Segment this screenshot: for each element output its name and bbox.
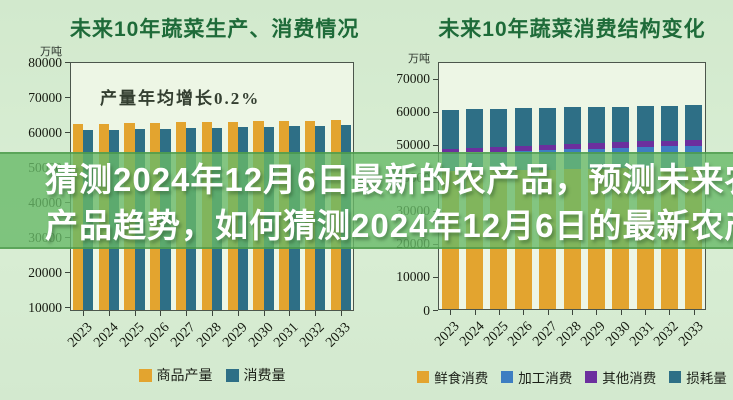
bar-segment-损耗量 [636,106,654,142]
legend-item-鲜食消费: 鲜食消费 [417,367,488,387]
bar-segment-损耗量 [660,105,678,141]
y-axis-tick-label: 50000 [396,137,430,153]
y-axis-tick-mark [65,272,70,274]
bar-segment-其他消费 [514,145,532,151]
legend-item-商品产量: 商品产量 [138,365,213,385]
x-axis-tick-mark [289,311,291,316]
x-axis-tick-mark [498,310,500,315]
bar-segment-损耗量 [685,105,703,140]
y-axis-tick-mark [65,132,70,134]
x-axis-tick-mark [523,310,525,315]
y-axis-tick-label: 70000 [28,89,62,105]
y-axis-tick-label: 60000 [28,124,62,140]
x-axis-tick-mark [186,311,188,316]
y-axis-tick-mark [433,111,438,113]
x-axis-tick-mark [237,311,239,316]
bar-segment-损耗量 [612,106,630,143]
legend-item-消费量: 消费量 [225,365,286,385]
legend-swatch [585,371,598,383]
bar-segment-损耗量 [514,108,532,146]
x-axis-tick-mark [212,311,213,316]
y-axis-tick-mark [433,276,438,278]
x-axis-tick-mark [82,311,84,316]
bar-segment-损耗量 [490,108,508,147]
y-axis-tick-label: 60000 [396,104,430,120]
bar-segment-其他消费 [490,146,508,152]
legend-label: 消费量 [243,369,286,384]
legend-label: 加工消费 [518,371,573,386]
left-chart-title: 未来10年蔬菜生产、消费情况 [70,18,360,41]
left-chart-unit-label: 万吨 [40,46,62,58]
y-axis-tick-mark [433,310,438,311]
right-chart-legend: 鲜食消费 加工消费 其他消费 损耗量 [417,367,727,387]
left-chart-legend: 商品产量 消费量 [70,366,354,384]
y-axis-tick-label: 10000 [28,299,62,315]
y-axis-tick-label: 80000 [28,54,62,70]
bar-segment-其他消费 [636,141,654,148]
x-axis-tick-mark [450,310,452,315]
legend-item-其他消费: 其他消费 [585,367,656,387]
x-axis-tick-mark [263,311,265,316]
x-axis-tick-mark [572,310,573,315]
legend-swatch [225,368,239,382]
x-axis-tick-mark [693,310,695,315]
bar-segment-其他消费 [587,143,605,149]
y-axis-tick-label: 20000 [28,264,62,280]
headline-line-1: 猜测2024年12月6日最新的农产品，预测未来农 [45,161,733,198]
legend-label: 商品产量 [156,369,213,384]
x-axis-tick-mark [160,311,162,316]
legend-item-损耗量: 损耗量 [669,367,727,387]
legend-label: 其他消费 [602,371,657,386]
bar-segment-其他消费 [685,139,703,146]
bar-segment-其他消费 [612,142,630,148]
y-axis-tick-mark [65,62,70,63]
y-axis-tick-label: 70000 [396,71,430,87]
y-axis-tick-mark [433,78,438,80]
legend-label: 鲜食消费 [434,371,489,386]
headline-banner: 猜测2024年12月6日最新的农产品，预测未来农 产品趋势，如何猜测2024年1… [0,152,733,249]
x-axis-tick-mark [474,310,476,315]
y-axis-tick-mark [65,307,70,309]
bar-segment-损耗量 [539,107,557,146]
bar-segment-其他消费 [466,147,484,153]
bar-segment-其他消费 [441,148,459,154]
legend-swatch [138,368,152,382]
y-axis-tick-label: 10000 [396,269,430,285]
bar-segment-损耗量 [466,109,484,148]
right-chart-unit-label: 万吨 [408,53,430,65]
left-chart-annotation: 产量年均增长0.2% [100,89,261,108]
x-axis-tick-mark [315,311,317,316]
bar-segment-其他消费 [539,145,557,151]
legend-swatch [501,371,514,383]
y-axis-tick-mark [65,97,70,99]
x-axis-tick-mark [108,311,110,316]
y-axis-tick-mark [433,144,438,146]
x-axis-tick-mark [669,310,671,315]
bar-segment-损耗量 [563,107,581,145]
y-axis-tick-label: 0 [423,302,430,318]
x-axis-tick-mark [645,310,647,315]
bar-segment-其他消费 [660,140,678,147]
x-axis-tick-mark [547,310,549,315]
x-axis-tick-mark [620,310,622,315]
bar-segment-损耗量 [441,109,459,149]
bar-segment-损耗量 [587,107,605,144]
legend-label: 损耗量 [686,371,727,386]
x-axis-tick-mark [341,311,343,316]
legend-swatch [669,371,682,383]
headline-line-2: 产品趋势，如何猜测2024年12月6日的最新农产 [45,207,733,244]
legend-swatch [417,371,430,383]
right-chart-title: 未来10年蔬菜消费结构变化 [438,18,706,41]
x-axis-tick-mark [134,311,136,316]
legend-item-加工消费: 加工消费 [501,367,572,387]
x-axis-tick-mark [596,310,598,315]
bar-segment-其他消费 [563,144,581,150]
